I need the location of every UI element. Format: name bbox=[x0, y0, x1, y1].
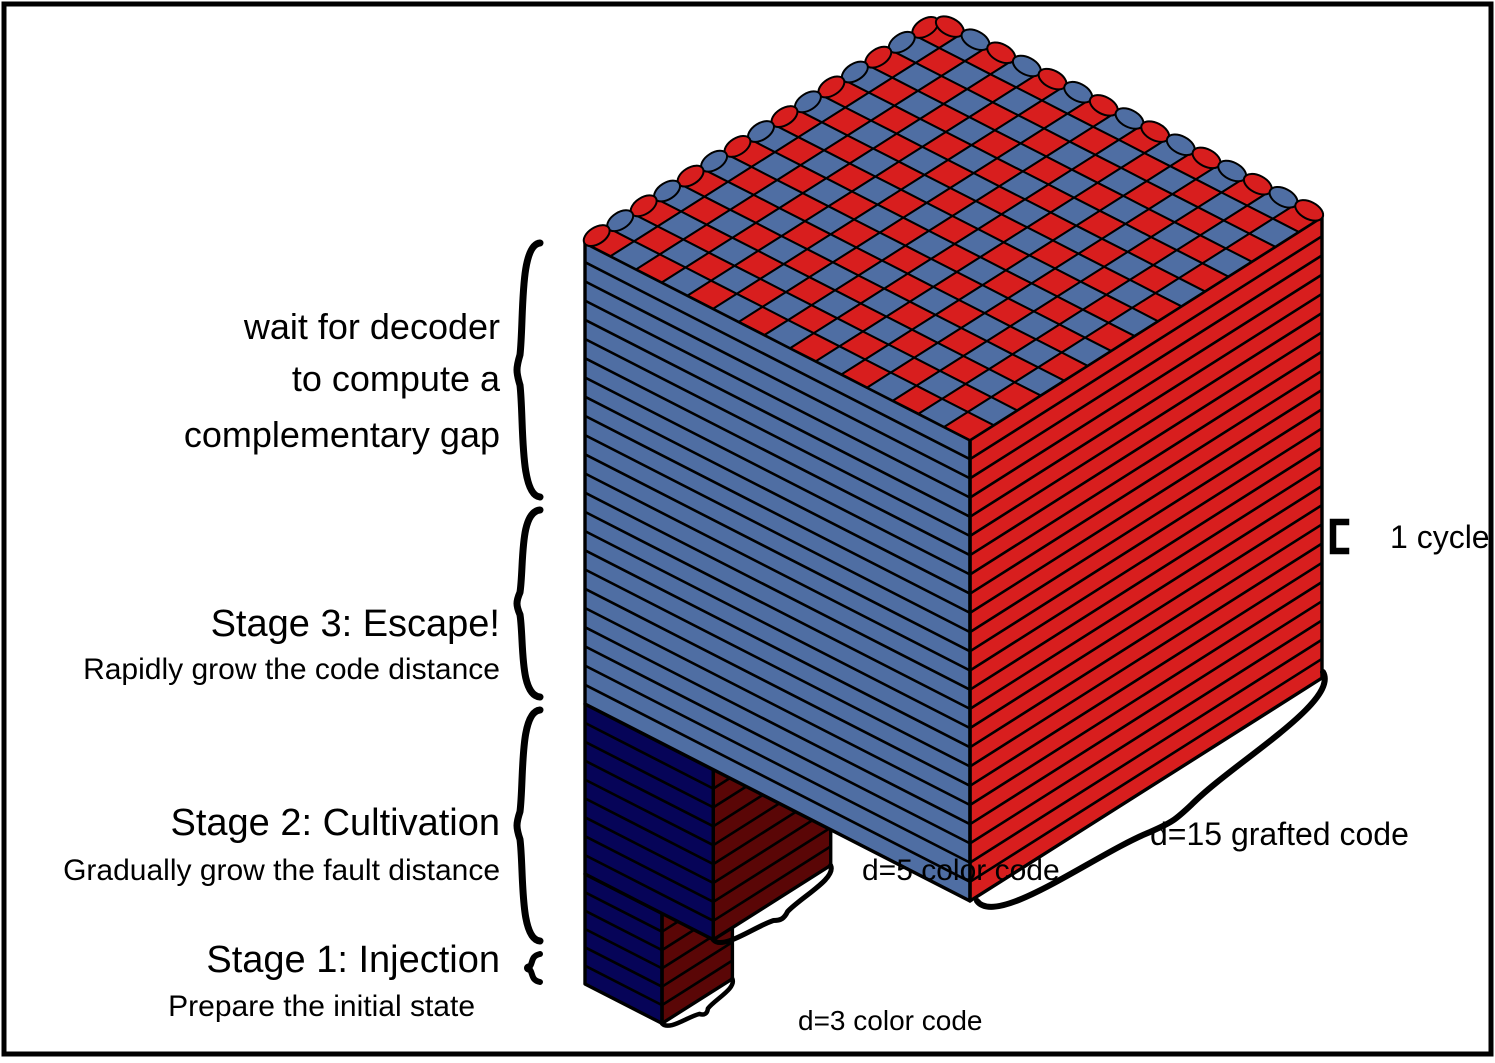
svg-text:Stage 2: Cultivation: Stage 2: Cultivation bbox=[170, 802, 500, 844]
svg-text:Stage 3: Escape!: Stage 3: Escape! bbox=[211, 603, 500, 645]
svg-text:d=5 color code: d=5 color code bbox=[862, 854, 1060, 887]
svg-text:Stage 1: Injection: Stage 1: Injection bbox=[206, 939, 500, 981]
svg-text:Rapidly grow the code distance: Rapidly grow the code distance bbox=[83, 653, 500, 686]
svg-text:to compute a: to compute a bbox=[292, 358, 501, 399]
svg-text:Gradually grow the fault dista: Gradually grow the fault distance bbox=[63, 854, 500, 887]
svg-text:d=3 color code: d=3 color code bbox=[798, 1005, 982, 1036]
svg-text:wait for decoder: wait for decoder bbox=[243, 306, 500, 347]
svg-text:1 cycle: 1 cycle bbox=[1390, 519, 1490, 555]
svg-text:Prepare the initial state: Prepare the initial state bbox=[168, 990, 475, 1023]
svg-text:d=15 grafted code: d=15 grafted code bbox=[1150, 816, 1409, 852]
svg-text:complementary gap: complementary gap bbox=[184, 414, 500, 455]
